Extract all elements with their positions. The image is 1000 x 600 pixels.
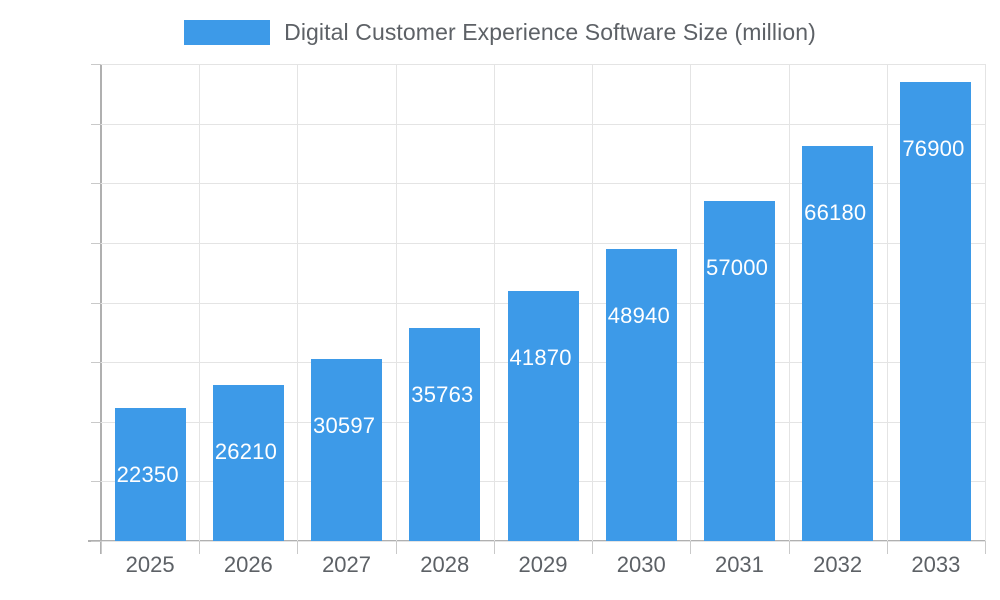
- y-axis-line: [100, 64, 102, 554]
- chart-legend: Digital Customer Experience Software Siz…: [0, 14, 1000, 50]
- gridline-vertical: [887, 64, 888, 541]
- x-axis-tick-mark: [297, 541, 298, 554]
- gridline-vertical: [789, 64, 790, 541]
- x-axis-tick-mark: [690, 541, 691, 554]
- gridline-vertical: [297, 64, 298, 541]
- gridline-horizontal: [101, 242, 985, 244]
- y-axis-tick-mark: [91, 123, 101, 125]
- y-axis-tick-mark: [91, 183, 101, 185]
- x-axis-tick-mark: [101, 541, 102, 554]
- x-axis-tick-label: 2029: [518, 552, 568, 577]
- x-axis-tick-mark: [592, 541, 593, 554]
- legend-item-label: Digital Customer Experience Software Siz…: [284, 18, 816, 45]
- gridline-horizontal: [101, 64, 985, 65]
- x-axis-tick-label: 2028: [420, 552, 470, 577]
- bar[interactable]: [703, 201, 775, 541]
- x-axis-tick-label: 2033: [911, 552, 961, 577]
- x-axis-tick-label: 2032: [813, 552, 863, 577]
- y-axis-tick-mark: [91, 481, 101, 483]
- gridline-vertical: [592, 64, 593, 541]
- x-axis-tick-label: 2031: [714, 552, 764, 577]
- x-axis-tick-mark: [396, 541, 397, 554]
- x-axis-tick-label: 2025: [125, 552, 175, 577]
- gridline-horizontal: [101, 541, 985, 542]
- gridline-horizontal: [101, 183, 985, 185]
- x-axis-tick-mark: [789, 541, 790, 554]
- gridline-vertical: [494, 64, 495, 541]
- bar[interactable]: [114, 407, 186, 541]
- bar[interactable]: [802, 146, 874, 541]
- y-axis-tick-mark: [91, 242, 101, 244]
- bar[interactable]: [605, 249, 677, 541]
- bar[interactable]: [311, 358, 383, 541]
- bar[interactable]: [409, 327, 481, 541]
- gridline-vertical: [199, 64, 200, 541]
- y-axis-tick-mark: [91, 541, 101, 542]
- legend-color-swatch-icon: [184, 19, 271, 45]
- gridline-horizontal: [101, 123, 985, 125]
- y-axis-tick-mark: [91, 362, 101, 364]
- x-axis-tick-label: 2026: [223, 552, 273, 577]
- x-axis-tick-mark: [985, 541, 986, 554]
- gridline-vertical: [985, 64, 986, 541]
- gridline-vertical: [690, 64, 691, 541]
- y-axis-tick-mark: [91, 302, 101, 304]
- x-axis-tick-label: 2030: [616, 552, 666, 577]
- x-axis-tick-label: 2027: [322, 552, 372, 577]
- plot-area: 22350 26210 30597 35763 41870 48940 57000 66180…: [91, 64, 986, 554]
- bar[interactable]: [507, 291, 579, 541]
- legend-item[interactable]: Digital Customer Experience Software Siz…: [184, 19, 816, 46]
- bar[interactable]: [900, 82, 972, 541]
- y-axis-tick-mark: [91, 421, 101, 423]
- bar[interactable]: [212, 384, 284, 541]
- y-axis-tick-mark: [91, 64, 101, 65]
- x-axis-tick-mark: [494, 541, 495, 554]
- x-axis-tick-mark: [887, 541, 888, 554]
- x-axis-tick-mark: [199, 541, 200, 554]
- gridline-vertical: [396, 64, 397, 541]
